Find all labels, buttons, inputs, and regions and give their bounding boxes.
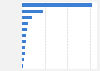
Bar xyxy=(22,52,25,55)
Bar xyxy=(22,3,92,7)
Bar xyxy=(22,40,26,43)
Bar xyxy=(22,16,32,19)
Bar xyxy=(22,58,24,61)
Bar xyxy=(22,28,27,31)
Bar xyxy=(22,46,25,49)
Bar xyxy=(22,10,43,13)
Bar xyxy=(22,22,28,25)
Bar xyxy=(22,34,26,37)
Bar xyxy=(22,64,23,68)
